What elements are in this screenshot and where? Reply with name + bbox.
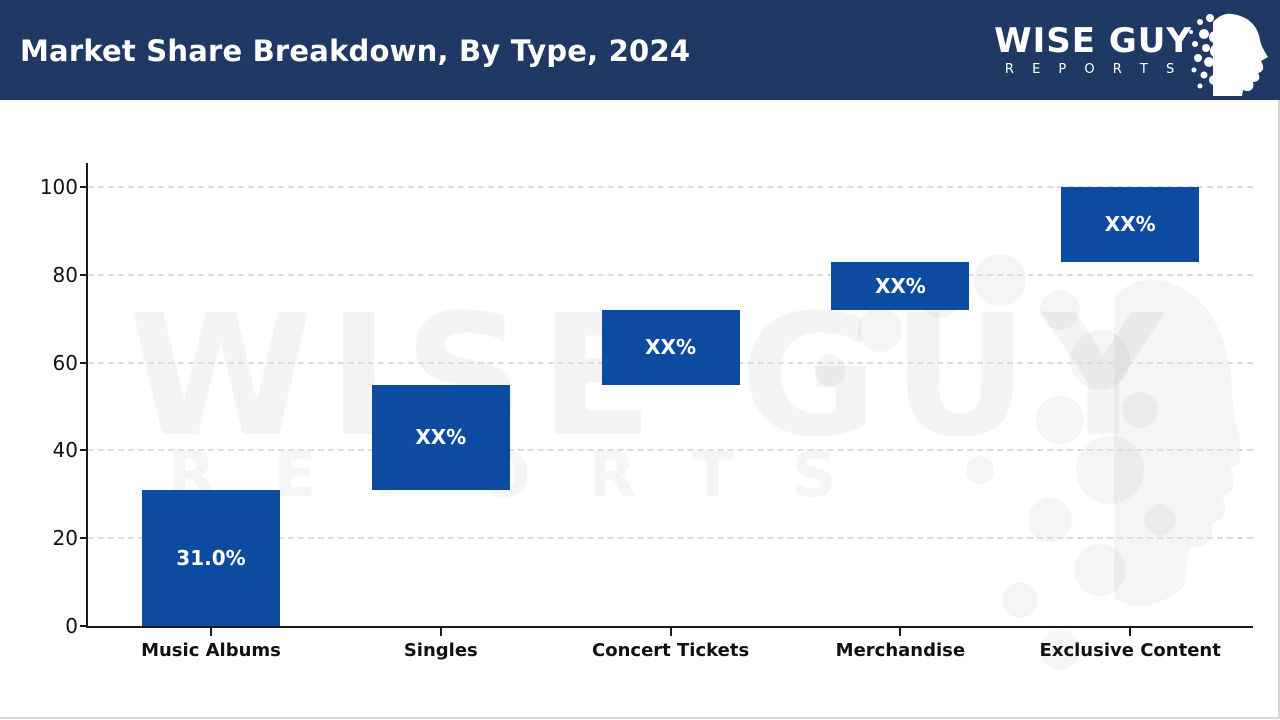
y-tick-label: 100 <box>39 175 78 199</box>
y-tick-label: 60 <box>52 350 78 375</box>
y-tick-label: 80 <box>52 262 78 287</box>
x-tick-mark <box>669 628 672 636</box>
x-tick-label: Merchandise <box>835 640 966 661</box>
bar-value-label: XX% <box>415 425 467 450</box>
gridline <box>88 449 1253 452</box>
x-tick-mark <box>1129 628 1132 636</box>
logo-text: WISE GUY R E P O R T S <box>994 23 1192 77</box>
x-tick-mark <box>899 628 902 636</box>
x-tick-mark <box>439 628 442 636</box>
bar-value-label: XX% <box>874 273 926 298</box>
header-bar: Market Share Breakdown, By Type, 2024 WI… <box>0 0 1280 100</box>
y-tick-mark <box>80 273 88 276</box>
bar-segment <box>601 309 740 385</box>
x-tick-label: Music Albums <box>141 640 281 661</box>
bar-value-label: 31.0% <box>176 545 246 570</box>
x-tick-label: Concert Tickets <box>592 640 750 661</box>
bar-value-label: XX% <box>1104 212 1156 237</box>
bar-segment <box>1061 187 1200 262</box>
y-axis-line <box>86 163 88 628</box>
bar-segment <box>142 489 280 626</box>
x-axis-line <box>86 626 1253 628</box>
y-tick-label: 40 <box>52 438 78 463</box>
bar-segment <box>831 261 970 310</box>
bar-segment <box>371 384 510 490</box>
y-tick-label: 20 <box>52 526 78 551</box>
bar-value-label: XX% <box>645 335 697 360</box>
page-border-right <box>1278 100 1280 718</box>
page-border-bottom <box>0 717 1280 719</box>
x-tick-label: Exclusive Content <box>1039 640 1221 661</box>
y-tick-mark <box>80 537 88 540</box>
y-tick-label: 0 <box>65 614 78 638</box>
logo-subtitle: R E P O R T S <box>1004 62 1182 77</box>
gridline <box>88 537 1253 540</box>
y-tick-mark <box>80 449 88 452</box>
logo-face-icon <box>1189 13 1268 96</box>
gridline <box>88 186 1253 188</box>
y-tick-mark <box>80 361 88 364</box>
x-tick-mark <box>210 628 212 636</box>
logo-wordmark: WISE GUY <box>994 21 1192 61</box>
x-tick-label: Singles <box>403 640 478 661</box>
y-tick-mark <box>80 625 88 627</box>
y-tick-mark <box>80 186 88 188</box>
wise-guy-reports-logo: WISE GUY R E P O R T S <box>994 6 1270 96</box>
page-title: Market Share Breakdown, By Type, 2024 <box>20 34 691 68</box>
gridline <box>88 273 1253 276</box>
